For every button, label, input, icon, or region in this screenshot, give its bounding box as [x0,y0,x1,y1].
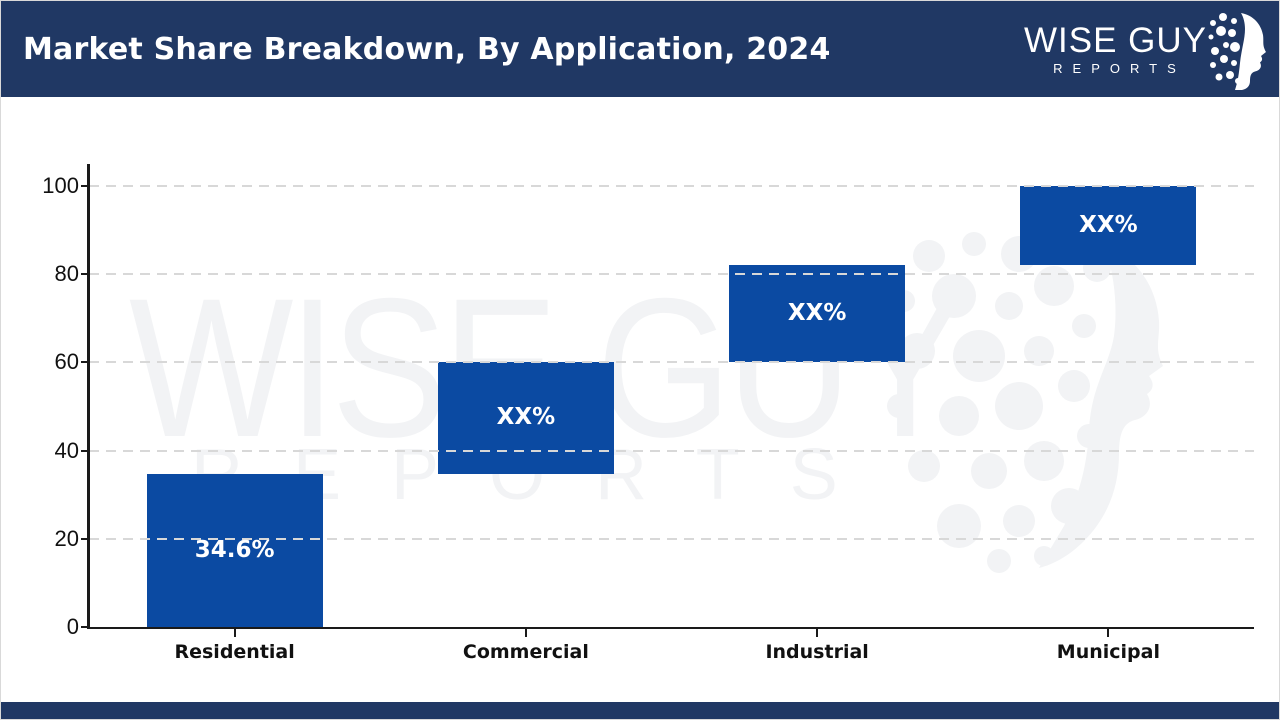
brand-subname: REPORTS [1053,61,1186,76]
y-gridline [89,361,1254,364]
brand-logo: WISE GUY REPORTS [1017,9,1267,91]
x-axis-label-commercial: Commercial [462,641,589,663]
x-tick-mark [816,628,819,637]
bar-value-label: 34.6% [194,536,275,563]
y-axis-tick-label: 40 [54,437,79,463]
y-gridline [89,185,1254,187]
y-axis-tick-label: 0 [66,614,79,639]
bar-value-label: XX% [1079,211,1138,238]
y-axis-tick-label: 60 [54,349,79,375]
x-axis-label-industrial: Industrial [765,641,869,663]
x-axis-label-municipal: Municipal [1056,641,1160,663]
x-tick-mark [1107,628,1110,637]
x-axis-label-residential: Residential [174,641,295,663]
bar-industrial [729,265,906,363]
y-axis-tick-label: 100 [42,173,79,198]
y-tick-mark [81,361,89,364]
chart-title: Market Share Breakdown, By Application, … [23,31,831,67]
y-tick-mark [81,626,89,628]
brand-name: WISE GUY [1023,21,1207,60]
waterfall-chart: 34.6% Residential XX% Commercial XX% Industri… [1,97,1279,704]
y-tick-mark [81,273,89,276]
bar-residential [146,474,323,627]
x-tick-mark [524,628,527,637]
bar-value-label: XX% [787,299,847,326]
bar-commercial [437,362,614,475]
header-bar: Market Share Breakdown, By Application, … [1,1,1279,97]
y-gridline [89,449,1254,452]
y-axis-tick-label: 80 [54,261,79,287]
x-axis-line [87,626,1254,629]
bar-value-label: XX% [496,404,556,431]
y-tick-mark [81,185,89,187]
y-axis-tick-label: 20 [54,525,79,551]
brand-head-icon [1208,13,1266,90]
footer-bar [1,702,1279,719]
y-tick-mark [81,537,89,540]
y-gridline [89,273,1254,276]
bar-municipal [1020,186,1197,266]
y-gridline [89,537,1254,540]
y-axis-line [87,164,90,629]
y-tick-mark [81,449,89,452]
brand-logo-text: WISE GUY REPORTS [1024,23,1207,75]
x-tick-mark [233,628,236,637]
